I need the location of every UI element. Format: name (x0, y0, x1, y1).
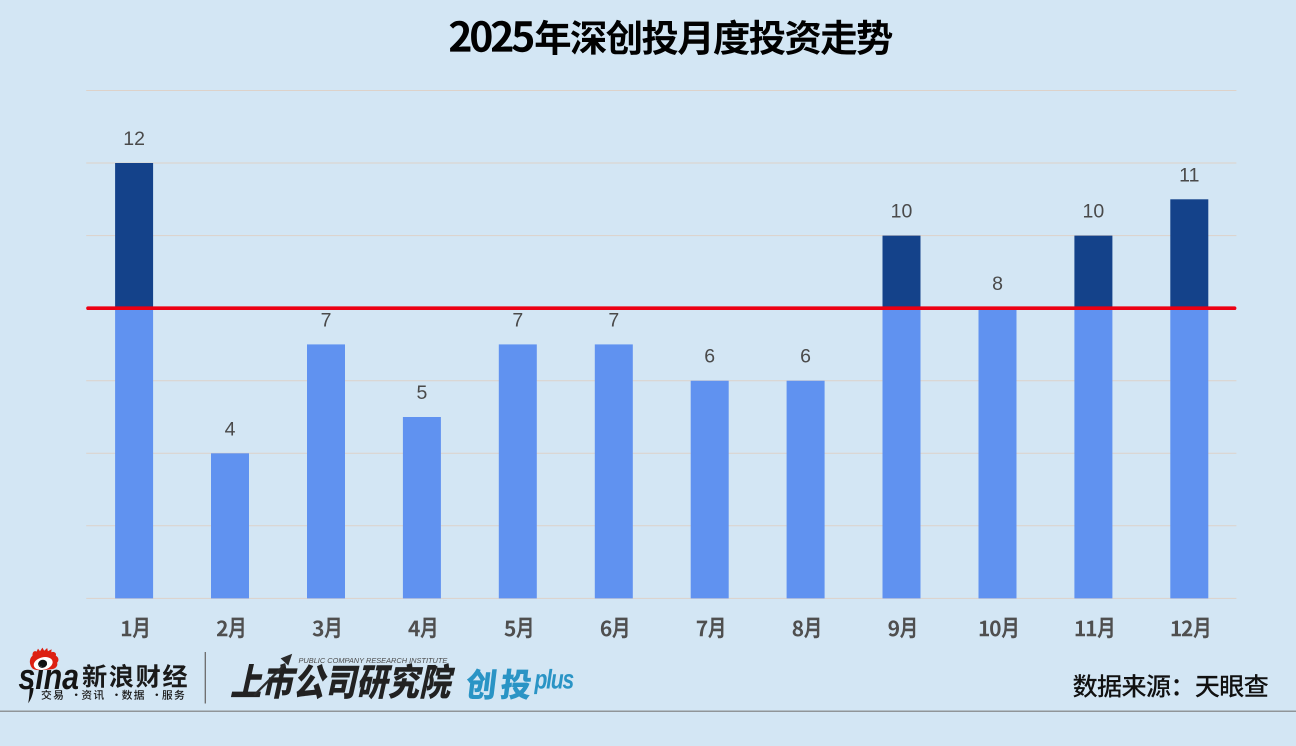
svg-text:11: 11 (1179, 164, 1199, 186)
svg-text:12: 12 (123, 128, 145, 150)
svg-text:PUBLIC COMPANY RESEARCH INSTIT: PUBLIC COMPANY RESEARCH INSTITUTE (299, 656, 448, 665)
svg-text:10: 10 (1083, 201, 1105, 223)
svg-text:7: 7 (512, 309, 523, 331)
svg-text:10: 10 (891, 201, 913, 223)
svg-text:6: 6 (800, 346, 811, 368)
svg-text:8: 8 (992, 273, 1003, 295)
svg-text:5: 5 (416, 382, 427, 404)
svg-text:4: 4 (225, 418, 236, 440)
svg-text:7: 7 (608, 309, 619, 331)
svg-text:6: 6 (704, 346, 715, 368)
svg-text:7: 7 (321, 309, 332, 331)
